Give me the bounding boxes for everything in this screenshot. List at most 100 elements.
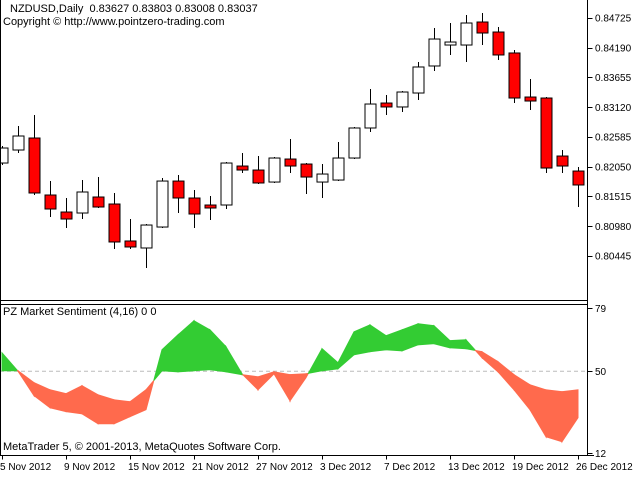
candle-body [428, 38, 441, 67]
price-axis-label: 0.82050 [595, 162, 632, 173]
time-axis-label: 26 Dec 2012 [576, 462, 633, 473]
price-axis-label: 0.81515 [595, 192, 632, 203]
indicator-axis-label: 12 [595, 449, 607, 460]
copyright-watermark: Copyright © http://www.pointzero-trading… [3, 16, 225, 28]
candle-body [156, 180, 169, 228]
candle-body [140, 224, 153, 249]
price-axis-label: 0.84190 [595, 43, 632, 54]
candle-body [476, 21, 489, 34]
sentiment-band-segment [474, 349, 483, 360]
candle-body [60, 211, 73, 220]
candle-body [108, 203, 121, 243]
time-axis-label: 21 Nov 2012 [192, 462, 249, 473]
candle-body [92, 196, 105, 208]
time-axis-label: 7 Dec 2012 [384, 462, 436, 473]
candle-body [188, 197, 201, 215]
time-axis-label: 3 Dec 2012 [320, 462, 372, 473]
sentiment-band-segment [145, 380, 155, 410]
candle-body [572, 170, 585, 186]
candle-body [316, 173, 329, 183]
sentiment-band-segment [289, 373, 307, 403]
sentiment-band-segment [177, 319, 195, 373]
time-axis-label: 9 Nov 2012 [64, 462, 116, 473]
price-axis-label: 0.83655 [595, 73, 632, 84]
candle-body [252, 169, 265, 184]
candle-body [332, 157, 345, 181]
sentiment-band-segment [65, 384, 83, 415]
price-axis-label: 0.82585 [595, 133, 632, 144]
price-axis-label: 0.84725 [595, 14, 632, 25]
candle-body [220, 162, 233, 206]
indicator-title: PZ Market Sentiment (4,16) 0 0 [3, 306, 157, 318]
candle-body [492, 31, 505, 56]
sentiment-band-segment [161, 333, 179, 373]
candle-body [124, 240, 137, 248]
sentiment-band-segment [545, 389, 563, 443]
sentiment-band-segment [529, 384, 547, 439]
candle-body [12, 135, 25, 151]
candle-body [348, 127, 361, 159]
chart-title: NZDUSD,Daily 0.83627 0.83803 0.83008 0.8… [10, 3, 258, 15]
sentiment-band-segment [481, 350, 499, 373]
sentiment-band-segment [209, 328, 227, 373]
sentiment-band-segment [321, 347, 339, 372]
sentiment-band-segment [273, 371, 291, 403]
price-axis-label: 0.83120 [595, 103, 632, 114]
sentiment-band-segment [241, 374, 259, 392]
candle-body [28, 137, 41, 194]
candle-body [540, 97, 553, 169]
sentiment-band-segment [113, 399, 131, 425]
price-axis-label: 0.80980 [595, 222, 632, 233]
candle-body [44, 194, 57, 210]
sentiment-band-segment [385, 329, 403, 352]
sentiment-band-segment [225, 344, 243, 376]
sentiment-band-segment [193, 319, 211, 372]
candle-body [524, 96, 537, 102]
candle-body [284, 158, 297, 167]
sentiment-band-segment [17, 369, 35, 398]
candle-body [412, 66, 425, 94]
candle-body [364, 103, 377, 129]
sentiment-band-segment [369, 323, 387, 353]
candle-body [380, 102, 393, 108]
candle-body [172, 180, 185, 199]
time-axis-label: 27 Nov 2012 [256, 462, 313, 473]
sentiment-band-segment [353, 324, 371, 356]
candle-body [460, 22, 473, 46]
chart-symbol-label: NZDUSD,Daily [10, 3, 84, 15]
sentiment-band-segment [417, 323, 435, 346]
candle-body [444, 41, 457, 46]
candle-body [204, 204, 217, 209]
chart-ohlc-readout: 0.83627 0.83803 0.83008 0.83037 [89, 3, 258, 15]
sentiment-band-segment [401, 323, 419, 352]
time-axis-label: 5 Nov 2012 [0, 462, 52, 473]
candle-body [556, 155, 569, 167]
sentiment-band-segment [497, 360, 515, 392]
sentiment-band-segment [97, 394, 115, 425]
indicator-axis-label: 50 [595, 367, 607, 378]
candle-body [300, 163, 313, 178]
sentiment-band-segment [337, 331, 355, 370]
time-axis-label: 13 Dec 2012 [448, 462, 505, 473]
price-axis-label: 0.80445 [595, 252, 632, 263]
candle-body [268, 157, 281, 183]
indicator-axis-label: 79 [595, 304, 607, 315]
sentiment-band-segment [307, 348, 323, 375]
sentiment-band-segment [257, 371, 275, 392]
sentiment-band-segment [465, 338, 477, 352]
sentiment-band-segment [561, 389, 579, 444]
platform-watermark: MetaTrader 5, © 2001-2013, MetaQuotes So… [3, 441, 281, 453]
sentiment-band-segment [1, 351, 19, 372]
candle-body [0, 147, 9, 164]
sentiment-band-segment [153, 349, 163, 381]
candle-body [236, 165, 249, 171]
sentiment-band-segment [449, 339, 467, 350]
candle-body [396, 91, 409, 108]
sentiment-band-segment [81, 384, 99, 425]
sentiment-band-segment [305, 372, 310, 378]
sentiment-band-segment [513, 373, 531, 412]
sentiment-band-segment [49, 389, 67, 413]
sentiment-band-segment [129, 388, 147, 418]
